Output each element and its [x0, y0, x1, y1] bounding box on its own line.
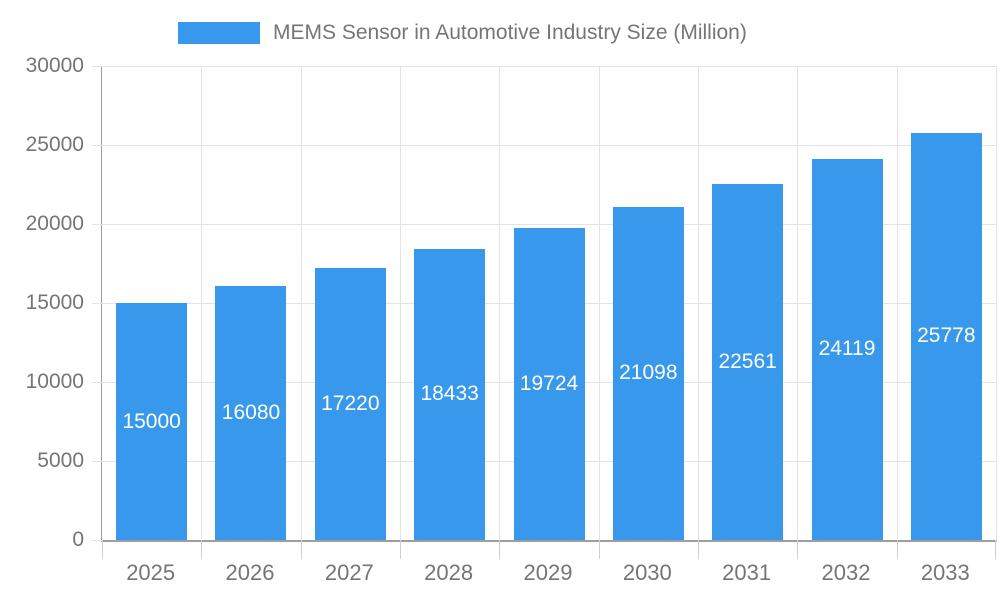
x-axis-tick [598, 540, 600, 559]
x-axis-tick [797, 540, 799, 559]
y-axis-tick [92, 223, 102, 225]
x-axis-tick [399, 540, 401, 559]
bar-value-label: 24119 [818, 337, 876, 361]
bar-value-label: 25778 [917, 324, 976, 348]
bar-value-label: 15000 [122, 409, 181, 433]
y-tick-label: 15000 [25, 291, 84, 314]
y-axis-tick [92, 381, 102, 383]
x-axis-tick [201, 540, 203, 559]
gridline-v [201, 66, 203, 540]
y-tick-label: 0 [72, 528, 84, 551]
x-tick-label: 2027 [324, 560, 374, 585]
gridline-v [896, 66, 898, 540]
gridline-v [697, 66, 699, 540]
y-tick-label: 20000 [25, 211, 84, 235]
y-tick-label: 10000 [25, 369, 84, 393]
bar[interactable]: 21098 [612, 206, 684, 540]
bar-value-label: 22561 [718, 349, 777, 373]
x-tick-label: 2030 [622, 560, 672, 585]
bar-value-label: 21098 [619, 361, 678, 385]
bar[interactable]: 17220 [314, 267, 386, 540]
y-axis-tick [92, 66, 102, 67]
gridline-v [797, 66, 799, 540]
y-axis-tick [92, 461, 102, 462]
bar[interactable]: 25778 [910, 132, 982, 540]
x-axis-tick [102, 540, 103, 559]
x-axis: 2025 2026 2027 2028 2029 2030 2031 2032 2033 [101, 558, 995, 588]
x-tick-label: 2033 [920, 560, 970, 585]
x-tick-label: 2026 [225, 560, 275, 585]
bar[interactable]: 18433 [414, 248, 486, 540]
x-axis-tick [499, 540, 501, 559]
bar[interactable]: 19724 [513, 228, 585, 540]
gridline-v [399, 66, 401, 540]
bar-value-label: 18433 [420, 382, 479, 406]
bar[interactable]: 16080 [215, 285, 287, 540]
y-tick-label: 5000 [37, 449, 84, 472]
x-tick-label: 2031 [722, 560, 772, 585]
gridline-h [102, 144, 996, 146]
legend[interactable]: MEMS Sensor in Automotive Industry Size … [178, 21, 747, 45]
gridline-v [300, 66, 302, 540]
bar[interactable]: 15000 [116, 303, 188, 540]
bar-value-label: 16080 [221, 400, 281, 424]
y-axis-tick [92, 540, 102, 541]
bar[interactable]: 22561 [712, 183, 784, 540]
bar-value-label: 17220 [321, 391, 380, 415]
bar-value-label: 19724 [519, 372, 579, 396]
x-axis-tick [995, 540, 996, 559]
x-tick-label: 2025 [126, 560, 176, 585]
x-axis-tick [896, 540, 898, 559]
gridline-h [102, 223, 996, 225]
gridline-v [598, 66, 600, 540]
x-tick-label: 2029 [523, 560, 573, 585]
x-axis-tick [697, 540, 699, 559]
y-axis-tick [92, 144, 102, 146]
y-axis-tick [92, 303, 102, 304]
x-tick-label: 2032 [821, 560, 871, 585]
legend-swatch [178, 22, 260, 44]
x-tick-label: 2028 [424, 560, 474, 585]
y-tick-label: 25000 [25, 132, 84, 156]
gridline-v [499, 66, 501, 540]
y-axis: 0 5000 10000 15000 20000 25000 30000 [0, 54, 84, 551]
bar[interactable]: 24119 [811, 158, 883, 540]
plot-area: 15000 16080 17220 18433 19724 21098 22561 24119… [92, 66, 997, 559]
gridline-h [102, 66, 996, 67]
y-tick-label: 30000 [25, 54, 84, 77]
x-axis-tick [300, 540, 302, 559]
legend-label: MEMS Sensor in Automotive Industry Size … [273, 21, 747, 44]
